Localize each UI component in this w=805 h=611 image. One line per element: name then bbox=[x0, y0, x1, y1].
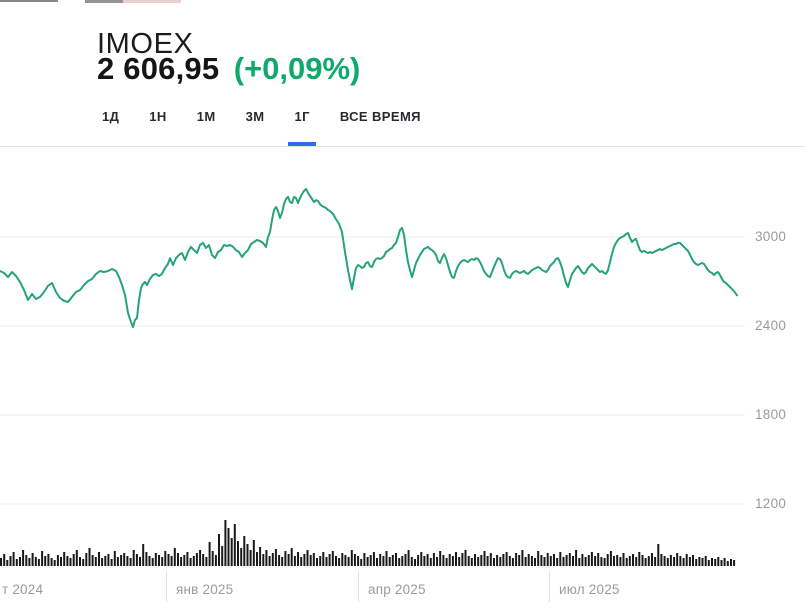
y-axis-tick: 1800 bbox=[755, 407, 787, 422]
price-change-percent: (+0,09%) bbox=[233, 51, 361, 86]
range-tab-1y-active[interactable]: 1Г bbox=[288, 107, 317, 146]
range-tab-all[interactable]: ВСЕ ВРЕМЯ bbox=[338, 107, 423, 146]
cropped-page-artifact bbox=[0, 0, 58, 2]
range-tab-1w[interactable]: 1Н bbox=[147, 107, 168, 146]
range-tab-3m[interactable]: 3М bbox=[244, 107, 267, 146]
x-axis-label: т 2024 bbox=[2, 582, 44, 597]
x-axis-separator bbox=[166, 571, 167, 602]
range-tab-1m[interactable]: 1М bbox=[195, 107, 218, 146]
y-axis-tick: 3000 bbox=[755, 229, 787, 244]
range-tab-1d[interactable]: 1Д bbox=[100, 107, 121, 146]
y-axis-tick: 1200 bbox=[755, 496, 787, 511]
price-row: 2 606,95 (+0,09%) bbox=[97, 51, 360, 87]
x-axis-label: апр 2025 bbox=[368, 582, 426, 597]
x-axis-separator bbox=[358, 571, 359, 602]
range-tabs: 1Д 1Н 1М 3М 1Г ВСЕ ВРЕМЯ bbox=[100, 107, 423, 146]
cropped-page-artifact bbox=[123, 0, 181, 3]
y-axis-tick: 2400 bbox=[755, 318, 787, 333]
price-value: 2 606,95 bbox=[97, 51, 220, 86]
chart-plot-area[interactable] bbox=[0, 150, 745, 570]
x-axis-label: июл 2025 bbox=[559, 582, 620, 597]
instrument-title: IMOEX bbox=[97, 28, 194, 61]
x-axis-separator bbox=[549, 571, 550, 602]
cropped-page-artifact bbox=[85, 0, 123, 3]
x-axis-label: янв 2025 bbox=[176, 582, 234, 597]
header-divider bbox=[0, 146, 805, 147]
